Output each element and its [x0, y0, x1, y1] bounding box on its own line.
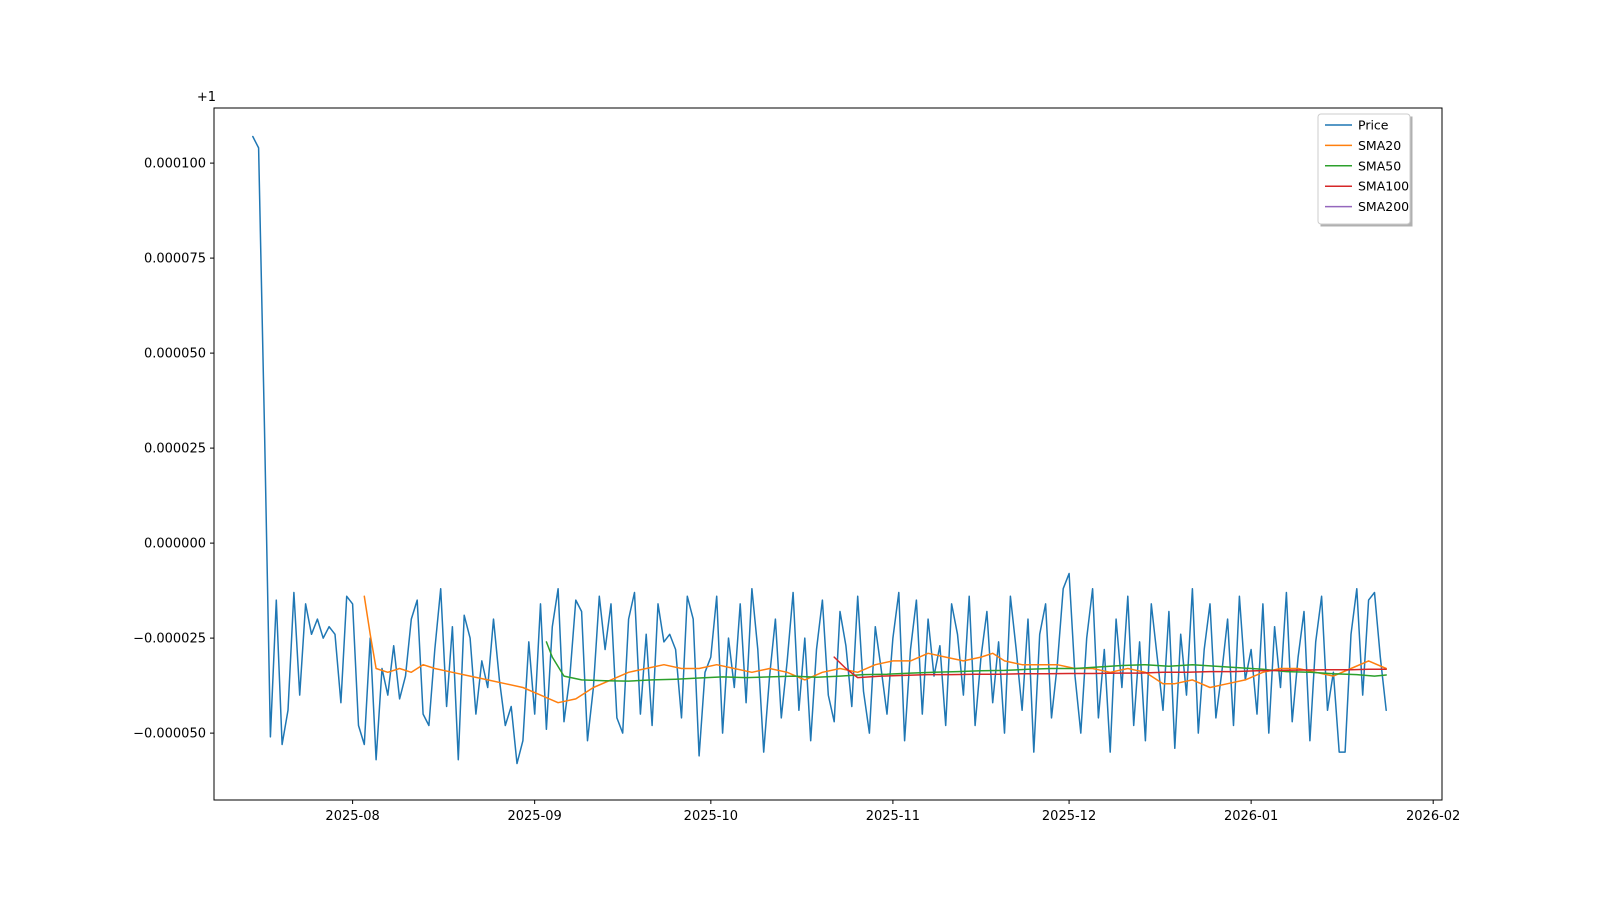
y-tick-label: −0.000050: [133, 727, 206, 742]
legend-entry-label: SMA50: [1358, 158, 1401, 173]
y-tick-label: 0.000100: [144, 157, 206, 172]
legend: Price SMA20 SMA50 SMA100 SMA200: [1317, 113, 1413, 227]
legend-entry-label: SMA20: [1358, 138, 1401, 153]
y-tick-label: 0.000050: [144, 347, 206, 362]
y-axis-offset-label: +1: [197, 90, 216, 105]
legend-box: [1317, 113, 1411, 225]
sma100-line: [833, 656, 1387, 679]
plot-frame: [213, 107, 1443, 801]
x-tick-label: 2025-12: [1042, 809, 1096, 824]
x-tick-label: 2026-01: [1224, 809, 1278, 824]
x-tick-label: 2026-02: [1406, 809, 1460, 824]
y-tick-label: 0.000075: [144, 252, 206, 267]
axes: 0.000100 0.000075 0.000050 0.000025 0.000000…: [133, 107, 1460, 824]
x-tick-label: 2025-10: [684, 809, 738, 824]
price-line: [252, 135, 1387, 765]
legend-entry-label: SMA200: [1358, 199, 1409, 214]
legend-entry-label: SMA100: [1358, 179, 1409, 194]
legend-entry-label: Price: [1358, 118, 1389, 133]
x-tick-label: 2025-09: [507, 809, 561, 824]
y-tick-label: 0.000000: [144, 537, 206, 552]
x-tick-label: 2025-11: [866, 809, 920, 824]
plot-series: [252, 135, 1387, 765]
x-tick-label: 2025-08: [325, 809, 379, 824]
y-tick-label: 0.000025: [144, 442, 206, 457]
y-tick-label: −0.000025: [133, 632, 206, 647]
sma20-line: [363, 595, 1387, 704]
sma50-line: [545, 641, 1387, 682]
